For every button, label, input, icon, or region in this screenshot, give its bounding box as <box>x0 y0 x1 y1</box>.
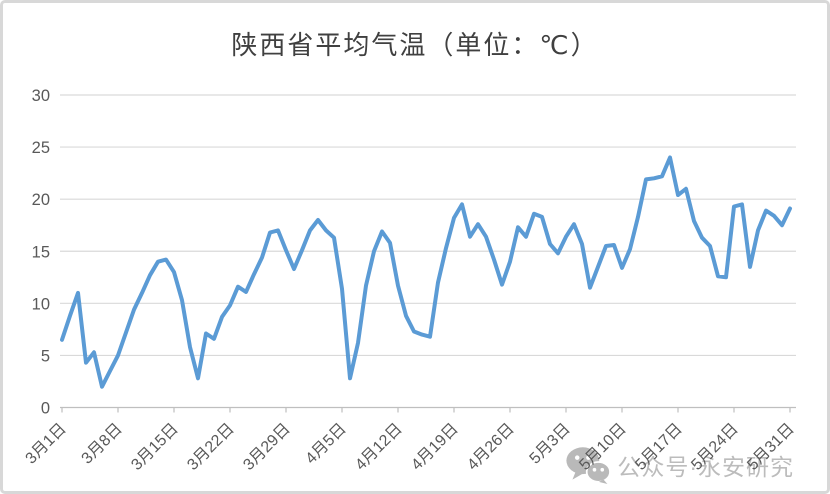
x-axis-tick-label: 5月3日 <box>527 420 574 467</box>
x-axis-tick-label: 4月12日 <box>352 420 406 474</box>
temperature-line <box>60 155 792 389</box>
x-axis-tick-label: 5月31日 <box>744 420 798 474</box>
watermark: 公众号·永安研究 <box>565 446 794 484</box>
x-axis-tick-label: 4月26日 <box>464 420 518 474</box>
y-axis-tick-label: 30 <box>32 87 50 105</box>
y-axis-tick-label: 5 <box>41 347 50 365</box>
watermark-text: 公众号·永安研究 <box>617 454 794 480</box>
x-axis-tick-label: 5月10日 <box>576 420 630 474</box>
x-axis-tick-label: 4月19日 <box>408 420 462 474</box>
y-axis-tick-label: 20 <box>32 191 50 209</box>
x-axis-tick-label: 3月29日 <box>240 420 294 474</box>
x-axis-tick-label: 3月8日 <box>79 420 126 467</box>
x-axis-tick-label: 3月22日 <box>184 420 238 474</box>
y-axis-tick-label: 10 <box>32 295 50 313</box>
y-axis-tick-label: 0 <box>41 400 50 418</box>
x-axis-tick-label: 3月15日 <box>128 420 182 474</box>
x-axis-tick-label: 5月17日 <box>632 420 686 474</box>
y-axis-tick-label: 15 <box>32 243 50 261</box>
x-axis-tick-label: 3月1日 <box>23 420 70 467</box>
wechat-icon <box>565 446 612 484</box>
chart-title: 陕西省平均气温（单位：℃） <box>231 30 599 60</box>
x-axis-tick-label: 4月5日 <box>303 420 350 467</box>
y-axis-tick-label: 25 <box>32 139 50 157</box>
x-axis-tick-label: 5月24日 <box>688 420 742 474</box>
